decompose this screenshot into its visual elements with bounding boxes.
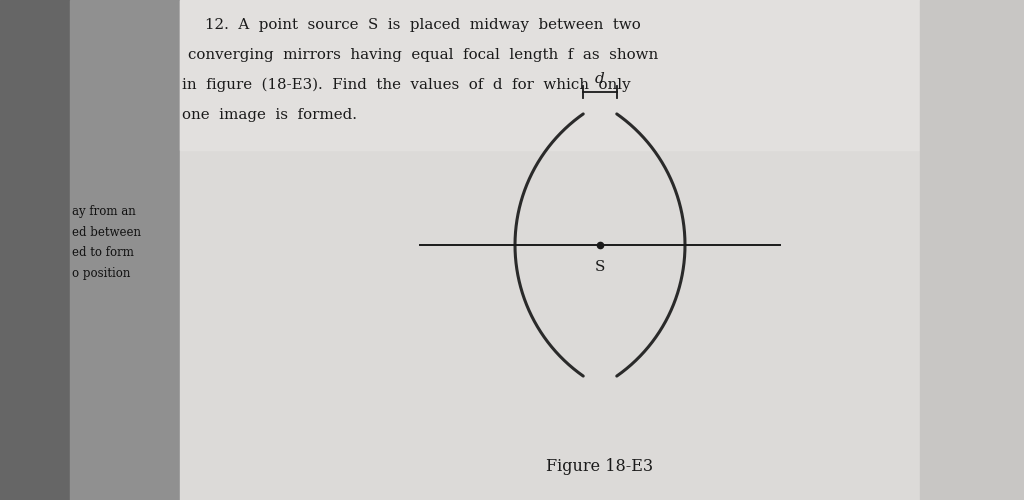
Bar — [0, 0, 70, 500]
Text: ay from an
ed between
ed to form
o position: ay from an ed between ed to form o posit… — [72, 205, 141, 280]
Text: one  image  is  formed.: one image is formed. — [182, 108, 357, 122]
Text: converging  mirrors  having  equal  focal  length  f  as  shown: converging mirrors having equal focal le… — [188, 48, 658, 62]
Text: 12.  A  point  source  S  is  placed  midway  between  two: 12. A point source S is placed midway be… — [205, 18, 641, 32]
Text: S: S — [595, 260, 605, 274]
Text: d: d — [595, 72, 605, 86]
Bar — [180, 0, 1024, 150]
Bar — [180, 0, 1024, 500]
Bar — [920, 0, 1024, 500]
Bar — [70, 0, 180, 500]
Text: Figure 18-E3: Figure 18-E3 — [547, 458, 653, 475]
Text: in  figure  (18-E3).  Find  the  values  of  d  for  which  only: in figure (18-E3). Find the values of d … — [182, 78, 631, 92]
